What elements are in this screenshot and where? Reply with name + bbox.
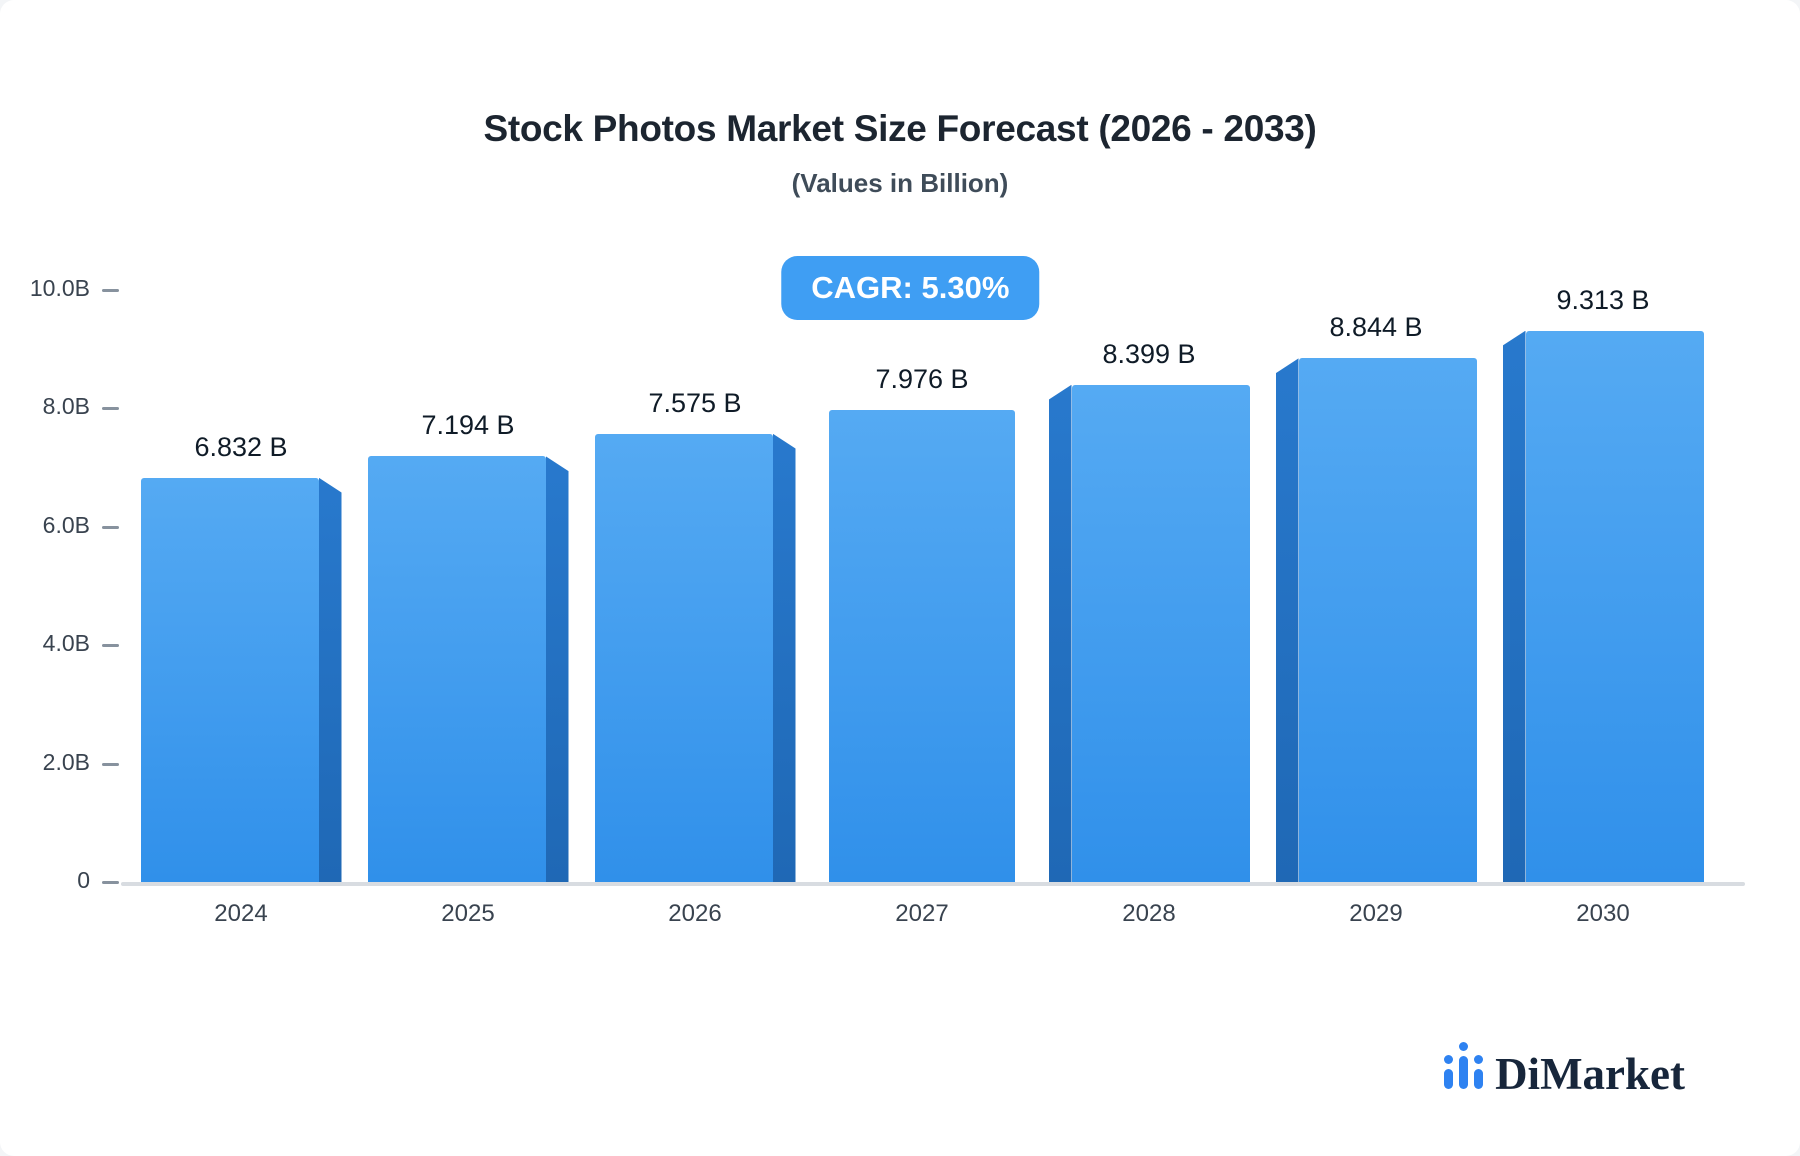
bar-2030[interactable] bbox=[1502, 330, 1704, 882]
dimarket-logo-text: DiMarket bbox=[1495, 1049, 1685, 1099]
bar-value-label: 8.844 B bbox=[1329, 312, 1423, 343]
bar-2025[interactable] bbox=[367, 456, 569, 882]
y-axis-tick-label: 2.0B bbox=[42, 748, 90, 775]
bar-value-label: 8.399 B bbox=[1102, 338, 1196, 369]
chart-subtitle: (Values in Billion) bbox=[791, 168, 1009, 198]
bar-value-label: 7.976 B bbox=[875, 363, 969, 394]
y-axis-tick-mark bbox=[102, 881, 119, 884]
bar-face bbox=[594, 433, 773, 882]
x-axis-label: 2027 bbox=[895, 900, 949, 927]
bar-side-face bbox=[1048, 384, 1072, 882]
bar-face bbox=[1298, 358, 1477, 882]
logo-dot-icon bbox=[1459, 1042, 1469, 1051]
bar-side-face bbox=[1502, 330, 1526, 882]
bar-2027[interactable] bbox=[829, 409, 1015, 882]
dimarket-logo: DiMarket bbox=[1444, 1042, 1685, 1097]
bar-face bbox=[1071, 384, 1250, 882]
logo-bar-icon bbox=[1444, 1069, 1454, 1089]
bar-face bbox=[367, 456, 546, 882]
bar-face bbox=[829, 409, 1015, 882]
logo-icon-column bbox=[1444, 1055, 1454, 1089]
cagr-badge: CAGR: 5.30% bbox=[781, 256, 1040, 320]
x-axis-label: 2029 bbox=[1349, 900, 1403, 927]
y-axis-tick-mark bbox=[102, 407, 119, 411]
bar-value-label: 7.575 B bbox=[648, 387, 742, 418]
logo-icon-column bbox=[1459, 1042, 1469, 1089]
bar-2028[interactable] bbox=[1048, 384, 1250, 882]
chart-title: Stock Photos Market Size Forecast (2026 … bbox=[483, 108, 1317, 149]
cagr-badge-label: CAGR: 5.30% bbox=[811, 270, 1010, 305]
y-axis-tick-mark bbox=[102, 289, 119, 292]
bar-side-face bbox=[545, 456, 569, 882]
bar-2026[interactable] bbox=[594, 433, 796, 882]
bar-2029[interactable] bbox=[1275, 358, 1477, 882]
bar-face bbox=[1525, 330, 1704, 882]
bar-side-face bbox=[1275, 358, 1299, 882]
x-axis-baseline bbox=[121, 882, 1745, 886]
y-axis-tick-mark bbox=[102, 644, 119, 648]
bar-2024[interactable] bbox=[140, 477, 342, 882]
y-axis-tick-label: 4.0B bbox=[42, 630, 90, 657]
bar-chart-logo-icon bbox=[1444, 1042, 1484, 1089]
bar-value-label: 9.313 B bbox=[1556, 284, 1650, 315]
y-axis-tick-mark bbox=[102, 762, 119, 766]
x-axis-label: 2025 bbox=[441, 900, 495, 927]
bar-side-face bbox=[772, 433, 796, 882]
y-axis-tick-mark bbox=[102, 525, 119, 529]
bar-value-label: 7.194 B bbox=[421, 410, 515, 441]
bar-side-face bbox=[318, 477, 342, 882]
x-axis-label: 2024 bbox=[214, 900, 268, 927]
logo-bar-icon bbox=[1474, 1069, 1484, 1089]
y-axis-tick-label: 8.0B bbox=[42, 393, 90, 420]
x-axis-label: 2028 bbox=[1122, 900, 1176, 927]
logo-bar-icon bbox=[1459, 1056, 1469, 1089]
bar-value-label: 6.832 B bbox=[194, 431, 288, 462]
bar-face bbox=[140, 477, 319, 882]
x-axis-label: 2030 bbox=[1576, 900, 1630, 927]
y-axis-tick-label: 6.0B bbox=[42, 511, 90, 538]
logo-dot-icon bbox=[1474, 1055, 1484, 1064]
logo-dot-icon bbox=[1444, 1055, 1454, 1064]
logo-icon-column bbox=[1474, 1055, 1484, 1089]
y-axis-tick-label: 0 bbox=[77, 867, 90, 893]
y-axis-tick-label: 10.0B bbox=[29, 275, 90, 301]
x-axis-label: 2026 bbox=[668, 900, 722, 927]
